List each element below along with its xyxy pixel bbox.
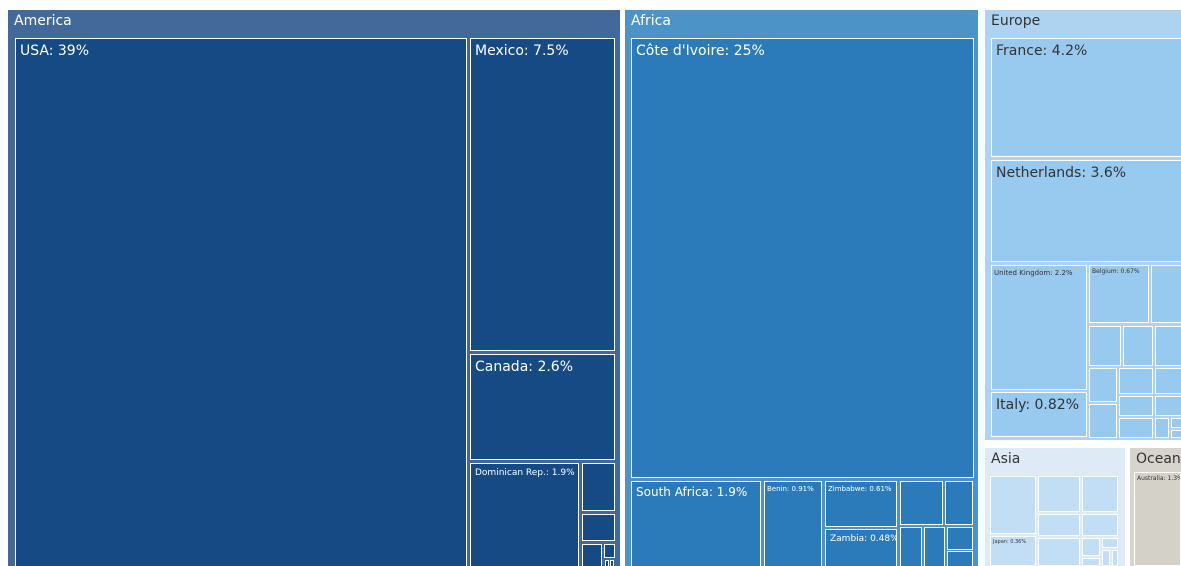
region-label: Asia [991,451,1021,467]
tile-small-country[interactable] [1102,550,1110,566]
region-europe: Europe France: 4.2% Netherlands: 3.6% Unite… [985,10,1181,440]
tile-small-country[interactable] [582,514,615,541]
tile-small-country[interactable] [1082,558,1100,566]
tile-france[interactable]: France: 4.2% [991,38,1181,157]
tile-small-country[interactable] [900,527,922,566]
region-label: Africa [631,13,671,29]
tile-small-country[interactable] [1119,418,1153,438]
tile-canada[interactable]: Canada: 2.6% [470,354,615,460]
tile-small-country[interactable] [1155,326,1181,366]
tile-small-country[interactable] [605,560,609,566]
tile-small-country[interactable] [1171,430,1181,438]
tile-united-kingdom[interactable]: United Kingdom: 2.2% [991,265,1087,390]
tile-label: Italy: 0.82% [996,397,1079,413]
tile-australia[interactable]: Australia: 1.3% [1134,472,1181,566]
tile-small-country[interactable] [947,527,973,550]
tile-label: Netherlands: 3.6% [996,165,1127,181]
region-oceania: Oceania Australia: 1.3% [1130,448,1181,566]
tile-small-country[interactable] [1038,538,1080,566]
tile-label: Australia: 1.3% [1137,475,1181,482]
tile-label: South Africa: 1.9% [636,485,748,499]
tile-c-te-d-ivoire[interactable]: Côte d'Ivoire: 25% [631,38,974,478]
tile-label: Belgium: 0.67% [1092,268,1140,275]
region-asia: Asia Japan: 0.36% [985,448,1125,566]
tile-label: Zambia: 0.48% [830,534,897,544]
tile-small-country[interactable] [900,481,943,525]
tile-belgium[interactable]: Belgium: 0.67% [1089,265,1149,323]
tile-small-country[interactable] [947,551,973,566]
tile-netherlands[interactable]: Netherlands: 3.6% [991,160,1181,262]
tile-small-country[interactable] [1038,514,1080,536]
tile-small-country[interactable] [1151,265,1181,323]
region-label: Oceania [1136,451,1181,467]
tile-italy[interactable]: Italy: 0.82% [991,392,1087,437]
tile-small-country[interactable] [945,481,973,525]
tile-label: Benin: 0.91% [767,485,814,493]
tile-small-country[interactable] [1112,550,1118,566]
tile-small-country[interactable] [1089,404,1117,438]
tile-zambia[interactable]: Zambia: 0.48% [825,529,897,566]
tile-small-country[interactable] [582,544,602,566]
tile-small-country[interactable] [1155,418,1169,438]
tile-small-country[interactable] [610,560,614,566]
tile-small-country[interactable] [1082,538,1100,556]
region-africa: Africa Côte d'Ivoire: 25% South Africa: 1.… [625,10,978,566]
tile-small-country[interactable] [1155,396,1181,416]
tile-small-country[interactable] [1038,476,1080,512]
tile-label: Canada: 2.6% [475,359,574,375]
region-label: America [14,13,72,29]
tile-small-country[interactable] [1171,418,1181,428]
tile-south-africa[interactable]: South Africa: 1.9% [631,481,761,566]
tile-small-country[interactable] [1082,476,1118,512]
tile-label: France: 4.2% [996,43,1088,59]
region-label: Europe [991,13,1041,29]
tile-zimbabwe[interactable]: Zimbabwe: 0.61% [825,481,897,527]
tile-usa[interactable]: USA: 39% [15,38,467,566]
tile-label: Japan: 0.36% [993,539,1027,545]
tile-label: USA: 39% [20,43,90,59]
tile-small-country[interactable] [1089,368,1117,402]
tile-label: Zimbabwe: 0.61% [828,485,892,493]
tile-label: Mexico: 7.5% [475,43,569,59]
tile-small-country[interactable] [1082,514,1118,536]
tile-mexico[interactable]: Mexico: 7.5% [470,38,615,351]
tile-label: United Kingdom: 2.2% [994,269,1073,277]
tile-benin[interactable]: Benin: 0.91% [764,481,822,566]
tile-japan[interactable]: Japan: 0.36% [990,536,1036,566]
tile-small-country[interactable] [1102,538,1118,548]
tile-small-country[interactable] [990,476,1036,534]
tile-small-country[interactable] [582,463,615,511]
tile-small-country[interactable] [604,544,615,558]
tile-small-country[interactable] [1089,326,1121,366]
tile-small-country[interactable] [1123,326,1153,366]
tile-small-country[interactable] [1155,368,1181,394]
tile-small-country[interactable] [1119,396,1153,416]
tile-small-country[interactable] [1119,368,1153,394]
tile-dominican-rep[interactable]: Dominican Rep.: 1.9% [470,463,579,566]
tile-label: Côte d'Ivoire: 25% [636,43,765,59]
tile-label: Dominican Rep.: 1.9% [475,468,575,478]
region-america: America USA: 39% Mexico: 7.5% Canada: 2.6% D… [8,10,620,566]
tile-small-country[interactable] [924,527,945,566]
